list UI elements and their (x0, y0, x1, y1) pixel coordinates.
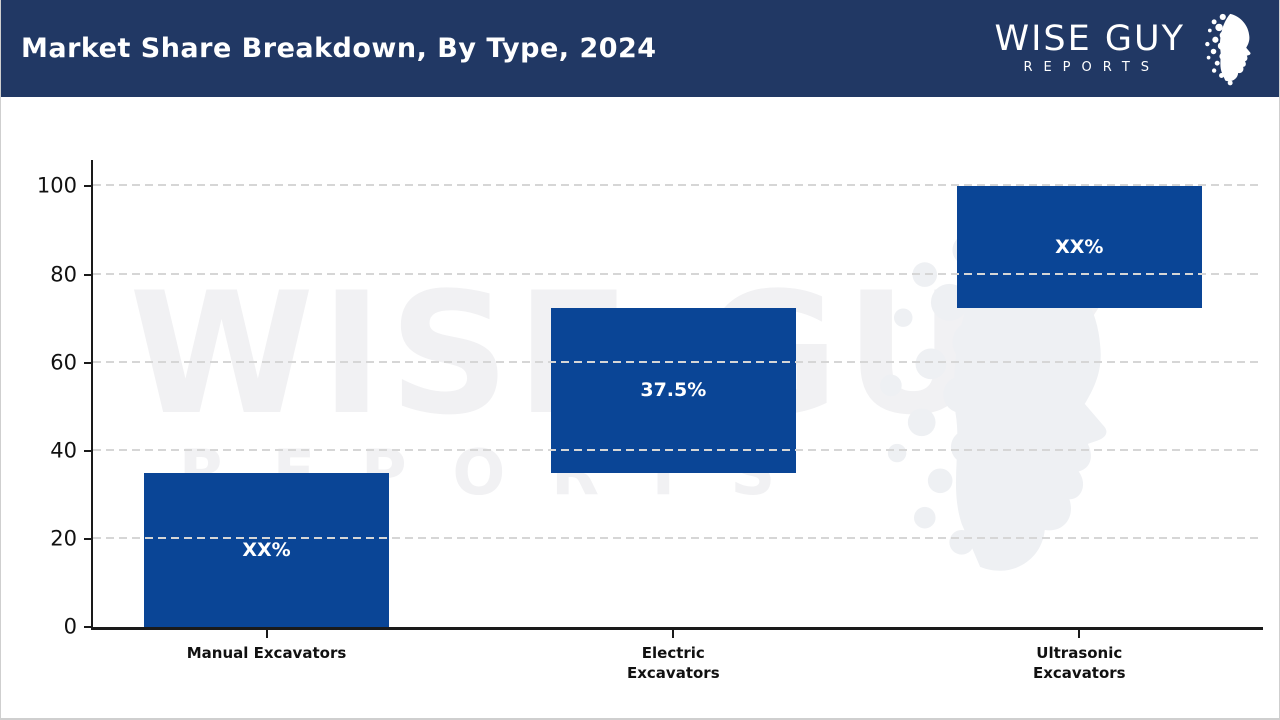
x-tick-mark (1078, 630, 1081, 638)
gridline-y-80 (93, 272, 1263, 275)
bar-value-label: XX% (1055, 236, 1104, 258)
y-tick-mark (84, 273, 93, 276)
header: Market Share Breakdown, By Type, 2024 WI… (1, 0, 1279, 97)
logo-text: WISE GUY REPORTS (994, 19, 1185, 76)
chart-title: Market Share Breakdown, By Type, 2024 (21, 33, 657, 64)
y-tick-mark (84, 361, 93, 364)
watermark-face-profile-icon (880, 234, 1107, 571)
wise-guy-reports-logo: WISE GUY REPORTS (994, 7, 1261, 91)
y-tick-label: 20 (50, 526, 77, 551)
y-tick-label: 40 (50, 438, 77, 463)
y-tick-mark (84, 537, 93, 540)
bar-value-label: XX% (242, 538, 291, 561)
logo-wordmark: WISE GUY (994, 19, 1185, 59)
y-tick-label: 60 (50, 350, 77, 375)
y-tick-label: 80 (50, 262, 77, 287)
y-tick-label: 100 (36, 173, 77, 198)
x-category-label: Ultrasonic Excavators (1032, 644, 1126, 683)
logo-subtitle: REPORTS (1023, 60, 1161, 75)
y-tick-mark (84, 626, 93, 628)
y-tick-label: 0 (63, 614, 77, 639)
y-tick-mark (84, 185, 93, 188)
bar-value-label: 37.5% (640, 379, 707, 402)
y-tick-mark (84, 449, 93, 452)
bar-1 (550, 307, 796, 473)
plot-area: 0 20 40 60 80 100 XX% 37.5% XX% Manual Excavators… (37, 160, 1263, 682)
x-category-label: Electric Excavators (626, 644, 720, 683)
x-tick-mark (672, 630, 675, 638)
gridline-y-20 (93, 536, 1263, 539)
gridline-y-40 (93, 448, 1263, 451)
gridline-y-100 (93, 184, 1263, 187)
bar-2 (956, 186, 1202, 308)
bar-0 (144, 472, 389, 627)
logo-face-profile-icon (1205, 13, 1251, 85)
x-tick-mark (265, 630, 268, 638)
x-category-label: Manual Excavators (186, 644, 347, 662)
gridline-y-60 (93, 360, 1263, 363)
